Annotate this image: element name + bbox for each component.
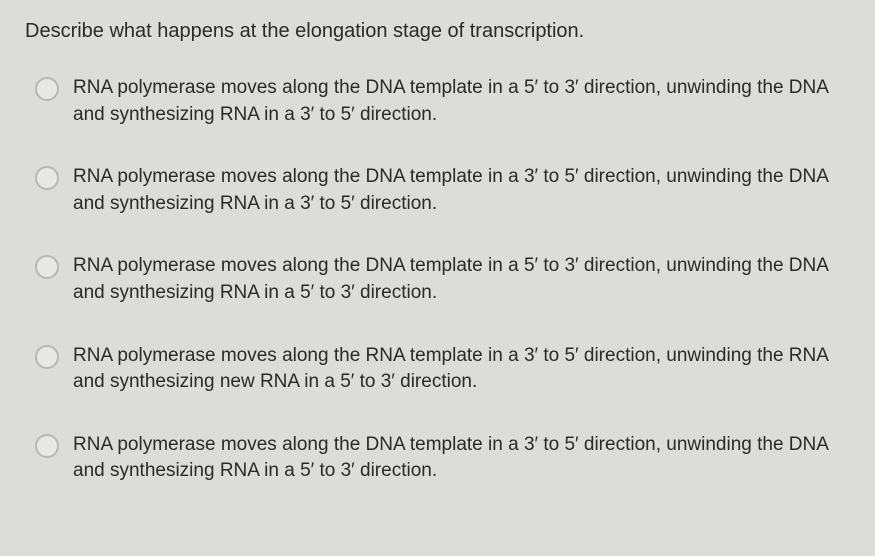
question-title: Describe what happens at the elongation …: [25, 20, 850, 43]
option-row[interactable]: RNA polymerase moves along the DNA templ…: [35, 432, 850, 485]
option-text: RNA polymerase moves along the DNA templ…: [73, 432, 850, 485]
option-row[interactable]: RNA polymerase moves along the RNA templ…: [35, 343, 850, 396]
option-text: RNA polymerase moves along the DNA templ…: [73, 75, 850, 128]
option-text: RNA polymerase moves along the DNA templ…: [73, 253, 850, 306]
options-container: RNA polymerase moves along the DNA templ…: [25, 75, 850, 485]
option-row[interactable]: RNA polymerase moves along the DNA templ…: [35, 164, 850, 217]
option-text: RNA polymerase moves along the DNA templ…: [73, 164, 850, 217]
radio-circle-icon[interactable]: [35, 345, 59, 369]
option-row[interactable]: RNA polymerase moves along the DNA templ…: [35, 253, 850, 306]
option-row[interactable]: RNA polymerase moves along the DNA templ…: [35, 75, 850, 128]
radio-circle-icon[interactable]: [35, 255, 59, 279]
option-text: RNA polymerase moves along the RNA templ…: [73, 343, 850, 396]
radio-circle-icon[interactable]: [35, 77, 59, 101]
radio-circle-icon[interactable]: [35, 166, 59, 190]
radio-circle-icon[interactable]: [35, 434, 59, 458]
